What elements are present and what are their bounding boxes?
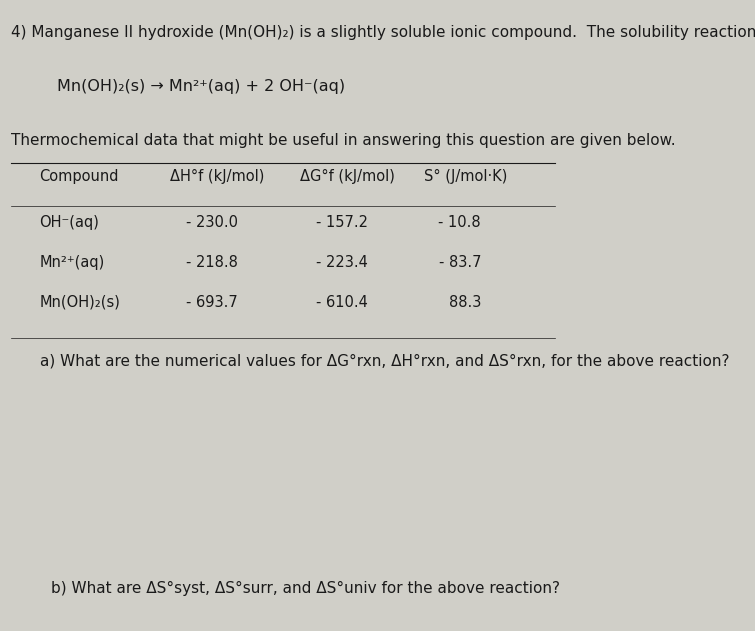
Text: - 223.4: - 223.4 [316, 255, 368, 270]
Text: - 610.4: - 610.4 [316, 295, 368, 310]
Text: b) What are ΔS°syst, ΔS°surr, and ΔS°univ for the above reaction?: b) What are ΔS°syst, ΔS°surr, and ΔS°uni… [51, 581, 560, 596]
Text: a) What are the numerical values for ΔG°rxn, ΔH°rxn, and ΔS°rxn, for the above r: a) What are the numerical values for ΔG°… [39, 353, 729, 369]
Text: - 83.7: - 83.7 [439, 255, 481, 270]
Text: - 693.7: - 693.7 [186, 295, 238, 310]
Text: - 218.8: - 218.8 [186, 255, 238, 270]
Text: - 157.2: - 157.2 [316, 215, 368, 230]
Text: ΔH°f (kJ/mol): ΔH°f (kJ/mol) [170, 169, 264, 184]
Text: ΔG°f (kJ/mol): ΔG°f (kJ/mol) [300, 169, 395, 184]
Text: 88.3: 88.3 [448, 295, 481, 310]
Text: Mn(OH)₂(s): Mn(OH)₂(s) [39, 295, 121, 310]
Text: OH⁻(aq): OH⁻(aq) [39, 215, 100, 230]
Text: 4) Manganese II hydroxide (Mn(OH)₂) is a slightly soluble ionic compound.  The s: 4) Manganese II hydroxide (Mn(OH)₂) is a… [11, 25, 755, 40]
Text: - 230.0: - 230.0 [186, 215, 238, 230]
Text: Mn²⁺(aq): Mn²⁺(aq) [39, 255, 105, 270]
Text: Thermochemical data that might be useful in answering this question are given be: Thermochemical data that might be useful… [11, 133, 676, 148]
Text: - 10.8: - 10.8 [439, 215, 481, 230]
Text: S° (J/mol·K): S° (J/mol·K) [424, 169, 508, 184]
Text: Compound: Compound [39, 169, 119, 184]
Text: Mn(OH)₂(s) → Mn²⁺(aq) + 2 OH⁻(aq): Mn(OH)₂(s) → Mn²⁺(aq) + 2 OH⁻(aq) [57, 79, 345, 94]
